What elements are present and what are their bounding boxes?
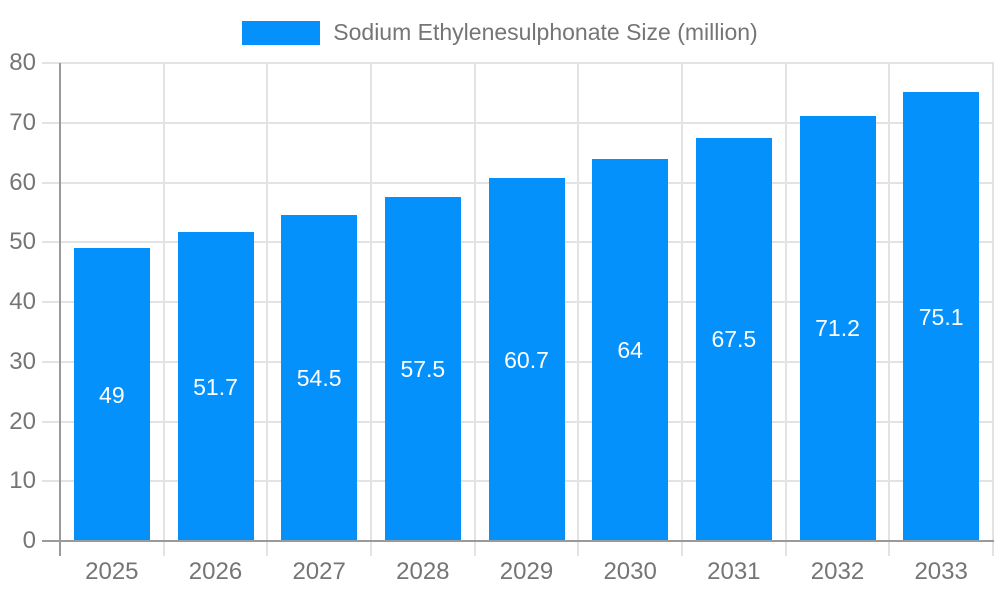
x-axis-tick-label: 2029	[499, 558, 554, 585]
bar-value-label: 75.1	[918, 303, 964, 330]
x-axis-tick-label: 2030	[603, 558, 657, 585]
y-axis-tick-label: 60	[9, 168, 36, 196]
bar-2033	[903, 92, 980, 541]
bar-value-label: 54.5	[296, 365, 342, 392]
bar-2026	[177, 232, 254, 541]
x-axis-tick-label: 2028	[396, 558, 450, 585]
y-axis-tick-label: 80	[9, 49, 36, 76]
x-axis-tick-label: 2033	[914, 558, 968, 585]
bar-value-label: 71.2	[815, 315, 860, 342]
bar-2032	[799, 115, 876, 541]
bar-value-label: 57.5	[400, 356, 446, 383]
chart-legend: Sodium Ethylenesulphonate Size (million)	[0, 19, 1000, 46]
y-axis-tick-label: 10	[9, 467, 36, 495]
v-gridline	[370, 63, 372, 556]
v-gridline	[784, 63, 787, 556]
v-gridline	[888, 63, 891, 556]
v-gridline	[992, 63, 994, 556]
legend-label: Sodium Ethylenesulphonate Size (million)	[333, 19, 758, 45]
legend-swatch	[242, 20, 321, 45]
bar-value-label: 64	[617, 336, 643, 363]
y-axis-tick-label: 0	[22, 527, 36, 554]
h-gridline	[42, 121, 994, 124]
v-gridline	[681, 63, 683, 556]
x-axis-line	[42, 540, 994, 542]
bar-2030	[592, 158, 669, 541]
bar-value-label: 67.5	[711, 326, 757, 353]
v-gridline	[577, 63, 580, 556]
v-gridline	[162, 63, 165, 556]
x-axis-tick-label: 2026	[188, 558, 243, 585]
bar-2027	[281, 215, 358, 541]
bar-2028	[384, 197, 461, 541]
bar-2025	[73, 248, 150, 541]
v-gridline	[266, 63, 269, 556]
x-axis-tick-label: 2032	[810, 558, 865, 585]
h-gridline	[42, 62, 994, 64]
bar-value-label: 51.7	[193, 373, 238, 400]
y-axis-tick-label: 40	[9, 288, 36, 315]
y-axis-tick-label: 70	[9, 108, 36, 136]
bar-value-label: 49	[99, 381, 125, 408]
x-axis-tick-label: 2027	[292, 558, 346, 585]
bar-2029	[488, 178, 565, 541]
v-gridline	[473, 63, 476, 556]
y-axis-tick-label: 50	[9, 228, 36, 256]
y-axis-tick-label: 30	[9, 347, 36, 375]
bar-2031	[695, 137, 772, 541]
y-axis-tick-label: 20	[9, 407, 36, 435]
x-axis-tick-label: 2025	[85, 558, 139, 585]
y-axis-line	[59, 63, 61, 556]
x-axis-tick-label: 2031	[707, 558, 761, 585]
bar-value-label: 60.7	[504, 346, 549, 373]
